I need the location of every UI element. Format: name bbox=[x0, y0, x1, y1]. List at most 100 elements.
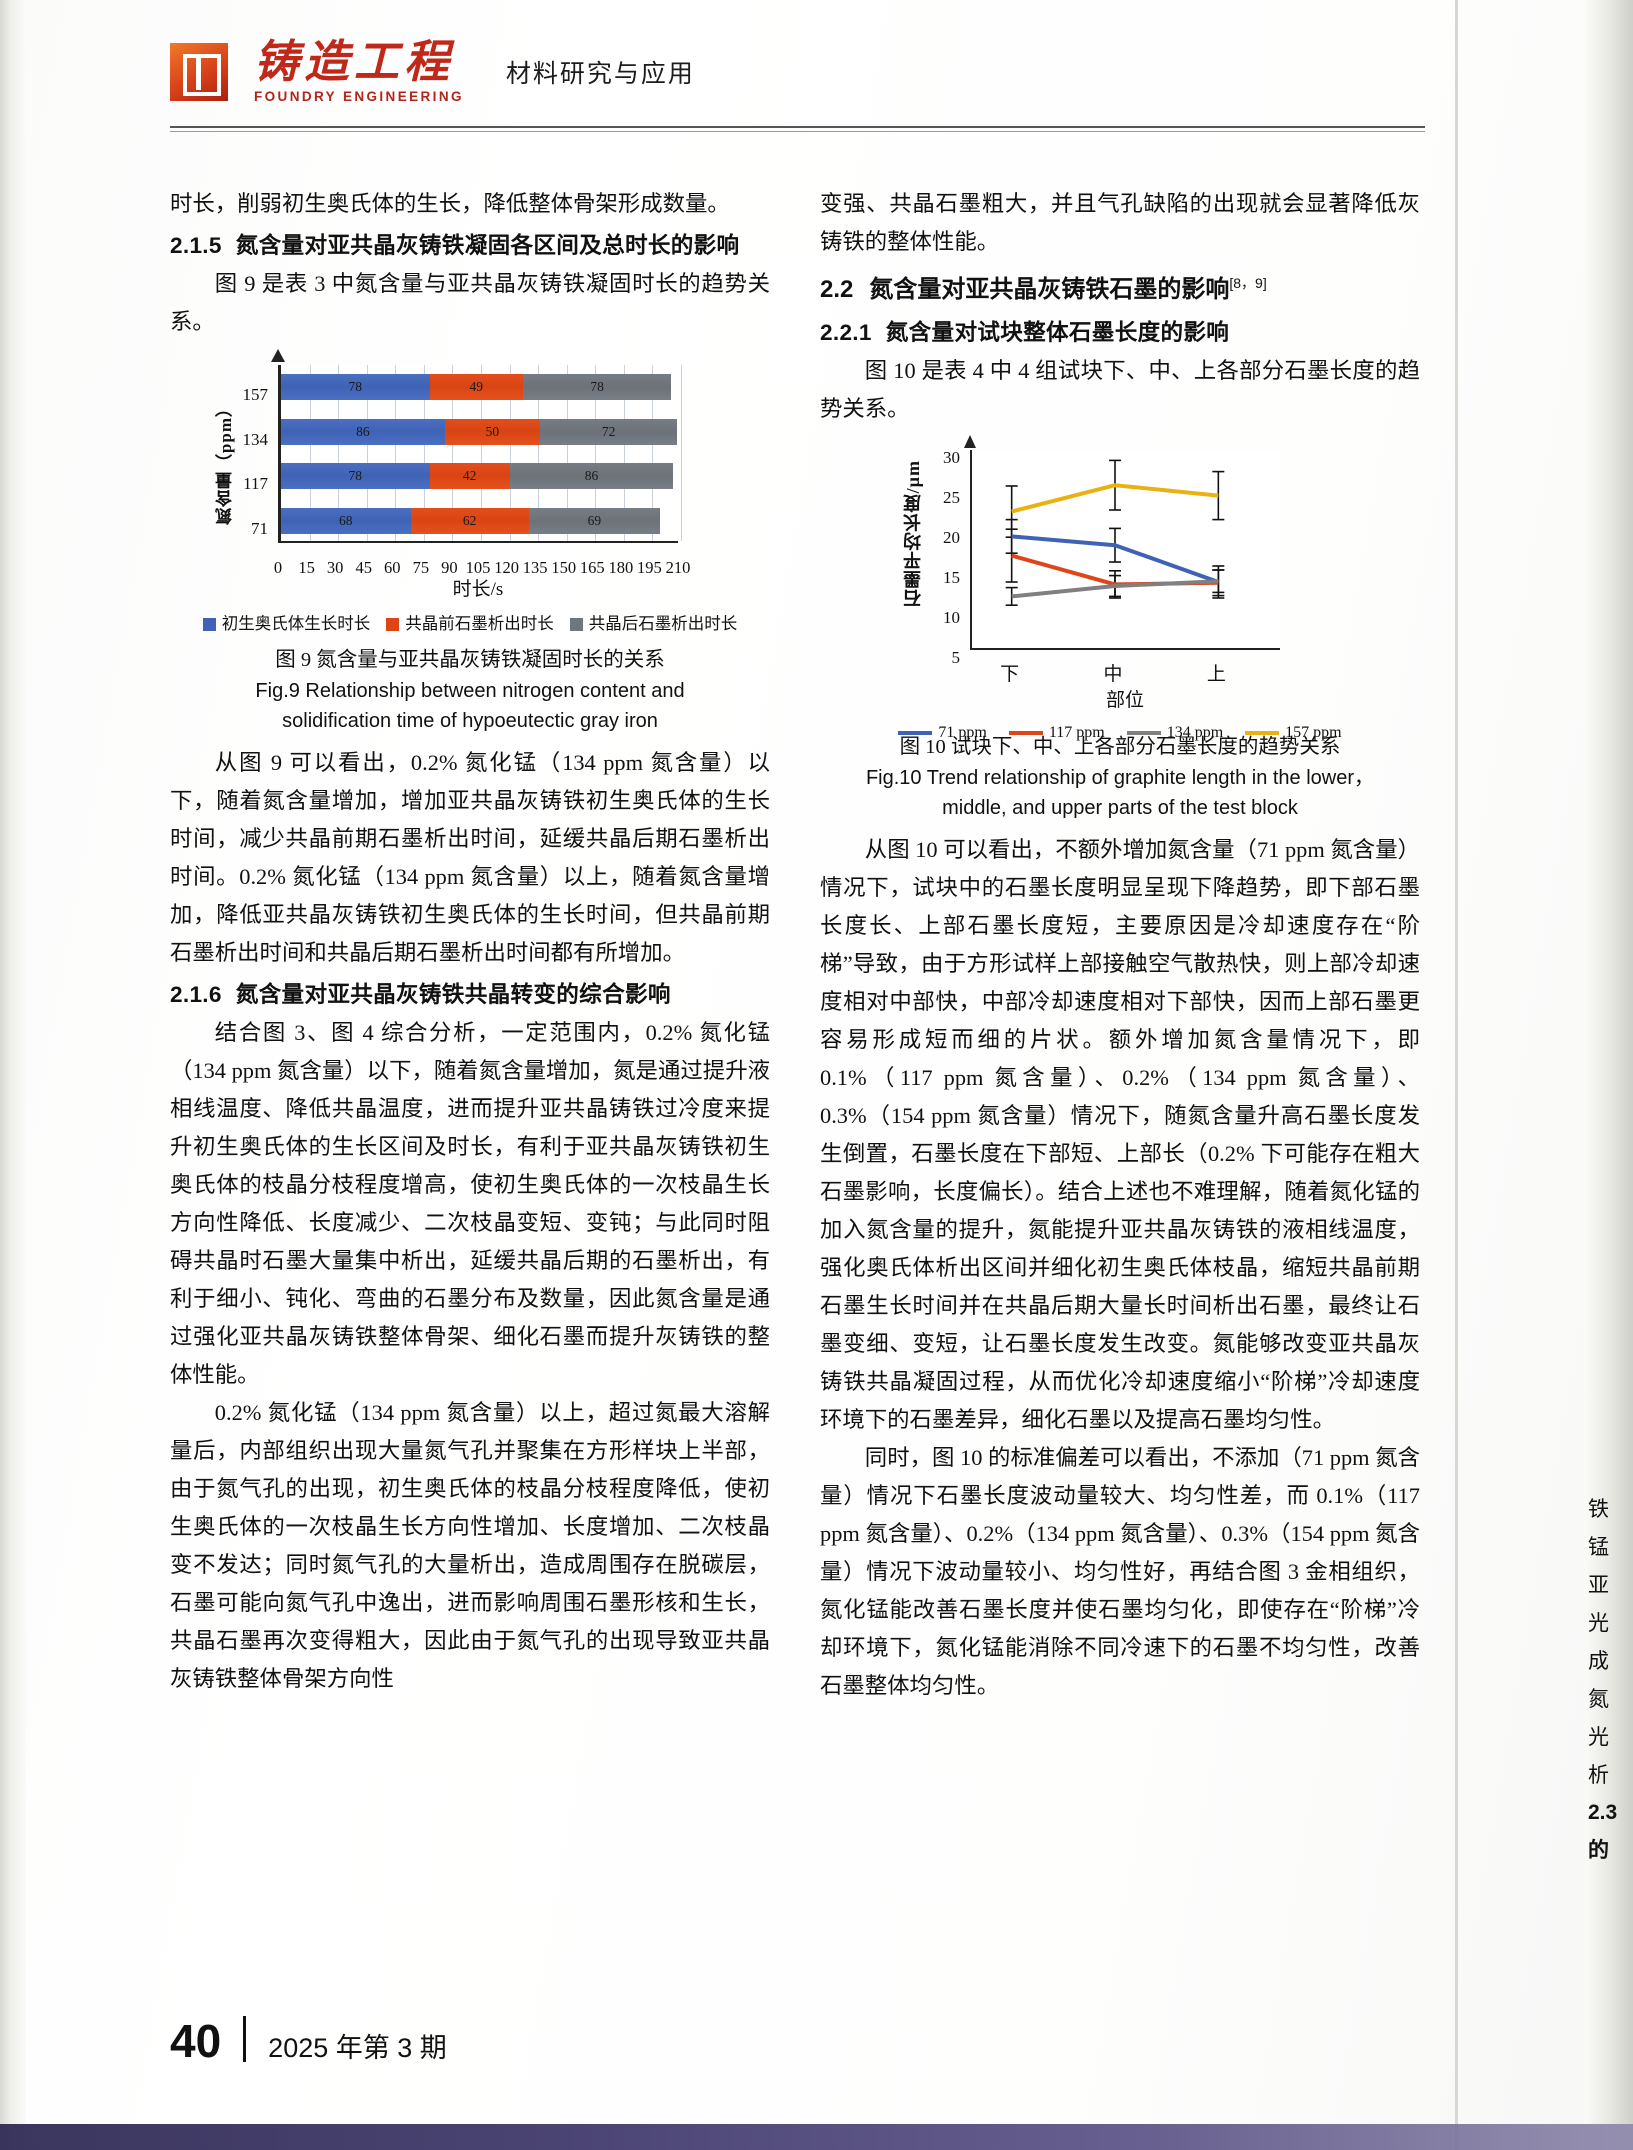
figure-9: 78 49 78 86 50 72 78 42 86 68 62 69 氮含量（ppm） 157 134… bbox=[170, 349, 770, 736]
margin-text-line: 氮 bbox=[1588, 1687, 1609, 1711]
legend-label: 共晶前石墨析出时长 bbox=[405, 614, 554, 633]
heading-2-1-6: 2.1.6 氮含量对亚共晶灰铸铁共晶转变的综合影响 bbox=[170, 976, 770, 1014]
bar-value-label: 49 bbox=[469, 379, 483, 395]
scan-edge-left bbox=[0, 0, 26, 2150]
heading-number: 2.1.6 bbox=[170, 982, 222, 1007]
bar-segment: 86 bbox=[281, 418, 445, 445]
bar-value-label: 72 bbox=[601, 423, 616, 439]
x-tick-label: 120 bbox=[494, 558, 519, 577]
line-series-group bbox=[1005, 459, 1225, 606]
journal-name-cn: 铸造工程 bbox=[254, 37, 455, 87]
heading-number: 2.1.5 bbox=[170, 233, 222, 258]
gridline bbox=[481, 365, 482, 541]
gridline bbox=[595, 365, 597, 541]
reference-marker: [8，9] bbox=[1229, 275, 1267, 291]
legend-swatch-icon bbox=[386, 617, 400, 631]
y-tick-label: 117 bbox=[243, 474, 268, 494]
figure-10: 石墨平均长度/µm 5 10 15 20 25 30 下中上 部位 71 ppm 117 p… bbox=[820, 435, 1420, 823]
heading-number: 2.2.1 bbox=[820, 320, 872, 345]
scan-edge-right bbox=[1585, 0, 1633, 2150]
chart-legend: 71 ppm 117 ppm 134 ppm 157 ppm bbox=[820, 714, 1420, 752]
paragraph: 从图 9 可以看出，0.2% 氮化锰（134 ppm 氮含量）以下，随着氮含量增… bbox=[170, 750, 770, 965]
legend-label: 117 ppm bbox=[1048, 724, 1105, 741]
bar-segment: 50 bbox=[444, 418, 541, 445]
bar-segment: 86 bbox=[509, 463, 674, 490]
caption-en-line1: Fig.10 Trend relationship of graphite le… bbox=[865, 767, 1375, 789]
gridline bbox=[681, 365, 682, 541]
y-tick-label: 157 bbox=[242, 385, 269, 405]
legend-line-icon bbox=[1008, 730, 1043, 736]
plot-area: 78 49 78 86 50 72 78 42 86 68 62 69 bbox=[278, 365, 682, 543]
legend-swatch-icon bbox=[569, 617, 583, 631]
page-header: 铸造工程 FOUNDRY ENGINEERING 材料研究与应用 bbox=[170, 36, 1370, 108]
legend-label: 157 ppm bbox=[1285, 724, 1342, 741]
legend-item: 初生奥氏体生长时长 bbox=[202, 605, 371, 643]
x-tick-label: 75 bbox=[412, 558, 430, 577]
gridline bbox=[509, 365, 511, 541]
legend-line-icon bbox=[898, 730, 933, 736]
x-tick-label: 165 bbox=[579, 558, 605, 577]
gridline bbox=[452, 365, 454, 541]
gridline bbox=[395, 365, 397, 541]
margin-text-line: 锰 bbox=[1588, 1535, 1609, 1559]
plot-area bbox=[970, 450, 1280, 650]
bar-segment: 78 bbox=[522, 374, 672, 401]
bar-segment: 68 bbox=[281, 507, 411, 534]
page-spine bbox=[1455, 0, 1458, 2150]
y-tick-label: 25 bbox=[943, 488, 960, 507]
x-axis-label: 部位 bbox=[1105, 690, 1144, 711]
x-tick-label: 15 bbox=[298, 558, 315, 577]
bar-segment: 72 bbox=[540, 418, 678, 445]
bar-segment: 49 bbox=[429, 374, 523, 401]
margin-text-line: 的 bbox=[1588, 1839, 1609, 1862]
caption-cn: 图 9 氮含量与亚共晶灰铸铁凝固时长的关系 bbox=[275, 649, 665, 671]
data-line bbox=[1011, 483, 1219, 514]
bar-segment: 78 bbox=[281, 374, 430, 401]
bar-segment: 78 bbox=[281, 463, 430, 490]
y-axis-arrow-icon bbox=[271, 349, 285, 362]
journal-logo-text: 铸造工程 FOUNDRY ENGINEERING bbox=[254, 37, 464, 105]
caption-en-line1: Fig.9 Relationship between nitrogen cont… bbox=[255, 680, 685, 702]
bar-value-label: 69 bbox=[587, 512, 602, 528]
paragraph: 从图 10 可以看出，不额外增加氮含量（71 ppm 氮含量）情况下，试块中的石… bbox=[820, 837, 1420, 1432]
x-tick-label: 210 bbox=[665, 558, 691, 577]
bar-row: 68 62 69 bbox=[281, 507, 661, 534]
y-tick-label: 15 bbox=[943, 568, 960, 587]
gridline bbox=[538, 365, 540, 541]
figure-9-caption: 图 9 氮含量与亚共晶灰铸铁凝固时长的关系 Fig.9 Relationship… bbox=[170, 645, 770, 736]
y-axis-arrow-icon bbox=[964, 435, 976, 448]
header-divider-thin bbox=[170, 131, 1425, 132]
paragraph: 图 10 是表 4 中 4 组试块下、中、上各部分石墨长度的趋势关系。 bbox=[820, 358, 1420, 421]
bar-value-label: 42 bbox=[462, 468, 477, 484]
caption-cn: 图 10 试块下、中、上各部分石墨长度的趋势关系 bbox=[899, 736, 1341, 758]
x-tick-label: 60 bbox=[384, 558, 401, 577]
paragraph: 0.2% 氮化锰（134 ppm 氮含量）以上，超过氮最大溶解量后，内部组织出现… bbox=[170, 1400, 770, 1691]
legend-label: 初生奥氏体生长时长 bbox=[221, 614, 371, 633]
y-tick-label: 5 bbox=[951, 648, 961, 667]
gridline bbox=[338, 365, 340, 541]
legend-label: 共晶后石墨析出时长 bbox=[588, 614, 738, 633]
footer-divider bbox=[243, 2016, 247, 2062]
heading-text: 氮含量对亚共晶灰铸铁石墨的影响 bbox=[869, 276, 1230, 303]
bar-segment: 42 bbox=[429, 463, 510, 490]
x-tick-label: 中 bbox=[1103, 664, 1123, 685]
page-footer: 40 2025 年第 3 期 bbox=[170, 2016, 447, 2064]
bar-value-label: 78 bbox=[348, 379, 363, 395]
y-tick-label: 71 bbox=[251, 518, 268, 538]
y-axis-label: 氮含量（ppm） bbox=[216, 399, 235, 526]
x-tick-label: 90 bbox=[441, 558, 458, 577]
paragraph: 结合图 3、图 4 综合分析，一定范围内，0.2% 氮化锰（134 ppm 氮含… bbox=[170, 1020, 770, 1387]
margin-text-line: 光 bbox=[1588, 1725, 1609, 1749]
bar-value-label: 62 bbox=[462, 512, 477, 528]
x-tick-label: 150 bbox=[551, 558, 577, 577]
legend-line-icon bbox=[1126, 730, 1161, 736]
margin-cutoff-text: 铁锰亚光成氮光析 2.3 的 bbox=[1588, 1490, 1632, 1870]
y-tick-label: 134 bbox=[242, 429, 269, 449]
x-tick-label: 0 bbox=[273, 558, 283, 577]
legend-item: 117 ppm bbox=[1008, 714, 1105, 752]
caption-en-line2: middle, and upper parts of the test bloc… bbox=[942, 797, 1298, 819]
bar-value-label: 78 bbox=[590, 379, 604, 395]
margin-text-line: 2.3 bbox=[1588, 1801, 1618, 1824]
right-column: 变强、共晶石墨粗大，并且气孔缺陷的出现就会显著降低灰铸铁的整体性能。 2.2 氮含… bbox=[820, 185, 1420, 1705]
legend-label: 71 ppm bbox=[938, 724, 987, 741]
